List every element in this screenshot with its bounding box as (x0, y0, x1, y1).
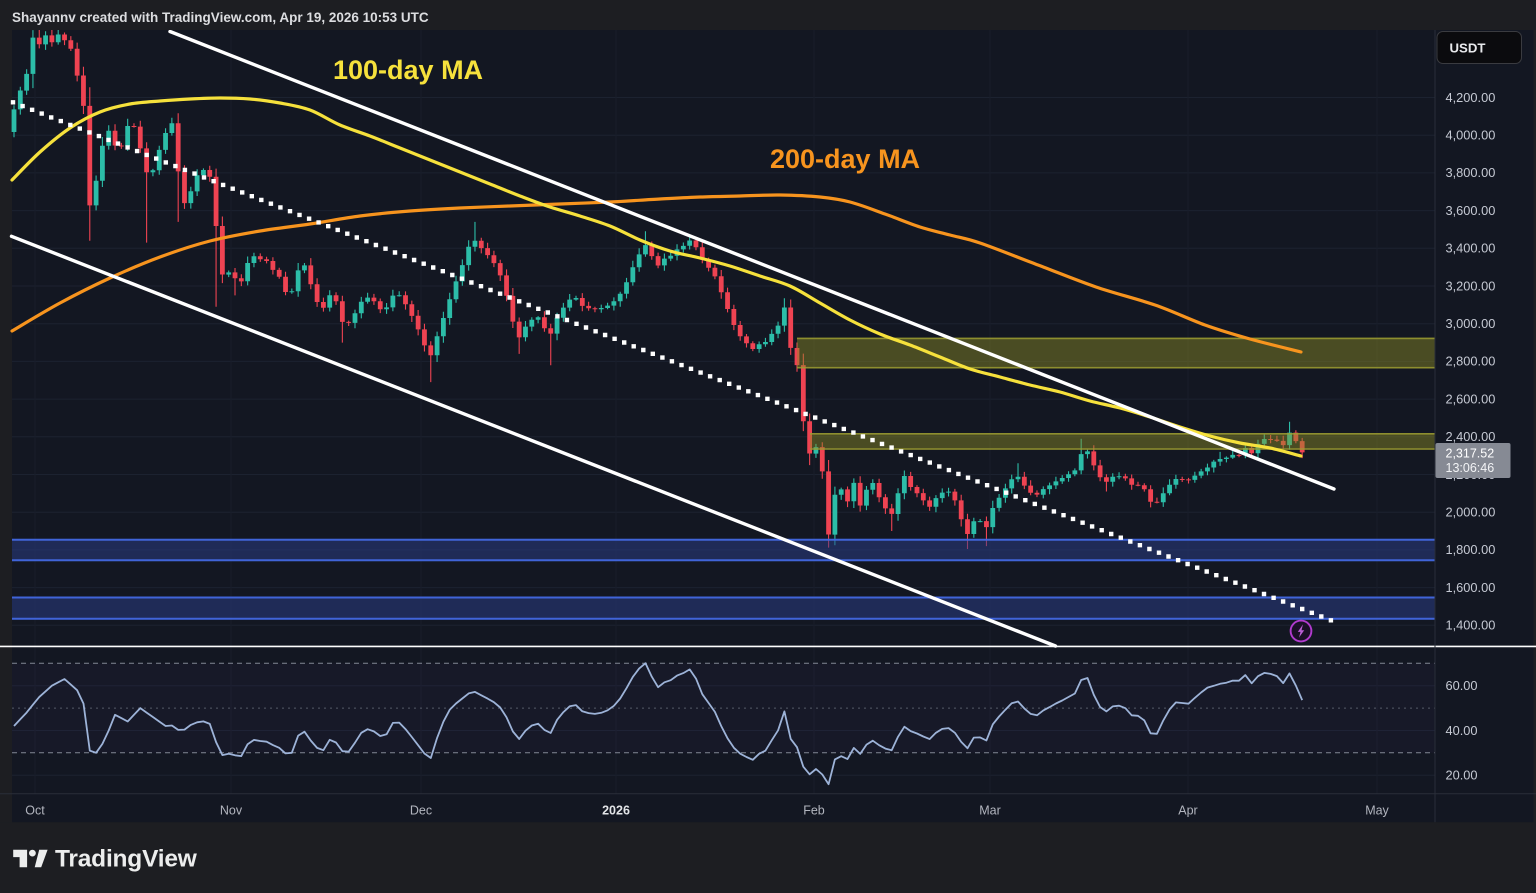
svg-text:TradingView: TradingView (55, 846, 198, 873)
svg-text:60.00: 60.00 (1446, 678, 1478, 693)
svg-text:USDT: USDT (1450, 41, 1486, 56)
svg-text:Dec: Dec (410, 804, 432, 818)
svg-text:3,200.00: 3,200.00 (1446, 278, 1496, 293)
svg-text:May: May (1365, 804, 1389, 818)
svg-text:1,400.00: 1,400.00 (1446, 618, 1496, 633)
svg-text:Apr: Apr (1178, 804, 1197, 818)
svg-text:20.00: 20.00 (1446, 768, 1478, 783)
svg-text:3,800.00: 3,800.00 (1446, 165, 1496, 180)
svg-text:Oct: Oct (25, 804, 45, 818)
svg-text:2,400.00: 2,400.00 (1446, 429, 1496, 444)
svg-text:3,600.00: 3,600.00 (1446, 203, 1496, 218)
svg-text:4,000.00: 4,000.00 (1446, 128, 1496, 143)
svg-text:2,000.00: 2,000.00 (1446, 505, 1496, 520)
svg-text:Feb: Feb (803, 804, 825, 818)
svg-text:4,200.00: 4,200.00 (1446, 90, 1496, 105)
svg-text:Mar: Mar (979, 804, 1001, 818)
svg-text:13:06:46: 13:06:46 (1446, 461, 1495, 475)
svg-text:100-day MA: 100-day MA (333, 55, 483, 85)
svg-text:40.00: 40.00 (1446, 723, 1478, 738)
svg-text:Shayannv created with TradingV: Shayannv created with TradingView.com, A… (12, 10, 429, 25)
svg-text:3,400.00: 3,400.00 (1446, 241, 1496, 256)
svg-text:1,800.00: 1,800.00 (1446, 542, 1496, 557)
svg-text:3,000.00: 3,000.00 (1446, 316, 1496, 331)
svg-text:2,800.00: 2,800.00 (1446, 354, 1496, 369)
svg-text:2,317.52: 2,317.52 (1446, 447, 1495, 461)
svg-text:2026: 2026 (602, 804, 630, 818)
svg-text:200-day MA: 200-day MA (770, 144, 920, 174)
svg-text:2,600.00: 2,600.00 (1446, 391, 1496, 406)
svg-text:1,600.00: 1,600.00 (1446, 580, 1496, 595)
svg-text:Nov: Nov (220, 804, 243, 818)
